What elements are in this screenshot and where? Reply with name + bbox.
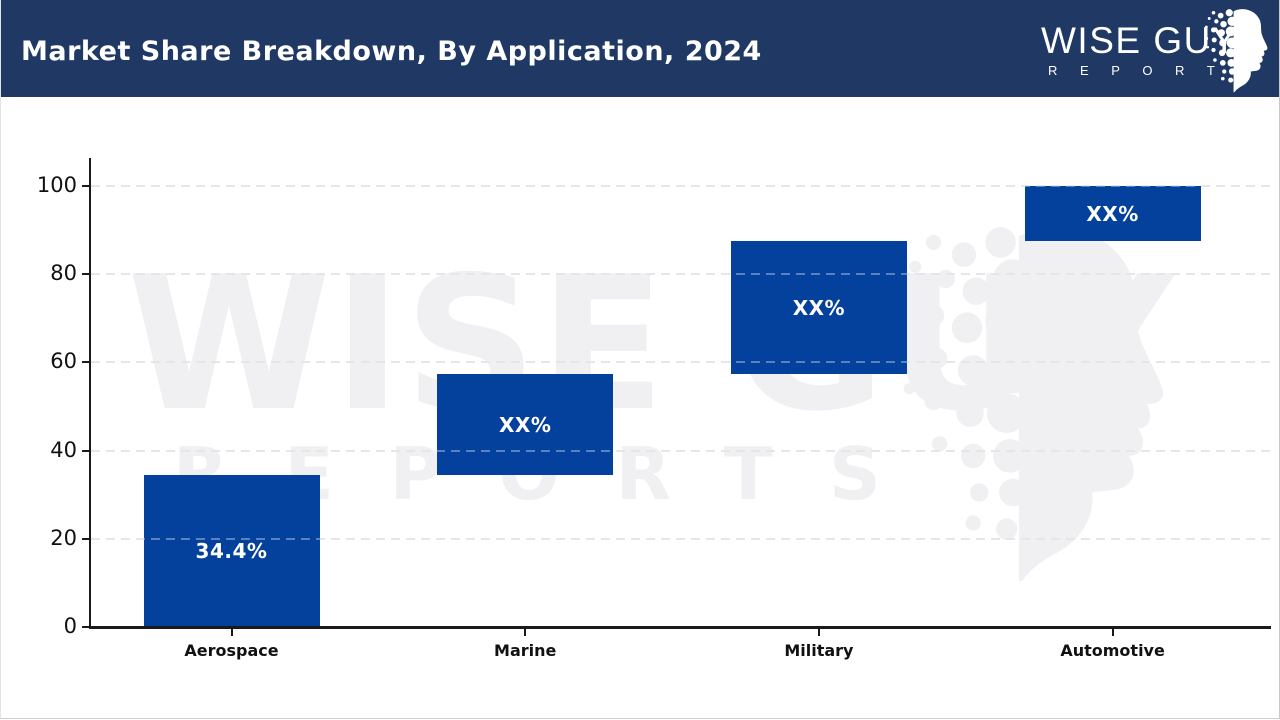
y-tick-mark [82,185,89,187]
bar-automotive: XX% [1024,186,1201,242]
y-tick-mark [82,626,89,628]
x-tick-mark [524,629,527,636]
gridline-overlay [91,537,1271,540]
gridline-overlay [91,273,1271,276]
y-tick-label: 20 [50,525,77,550]
y-tick-label: 40 [50,437,77,462]
brand-logo-text: WISE GUY R E P O R T S [1041,20,1255,78]
y-tick-label: 0 [63,614,77,638]
page-title: Market Share Breakdown, By Application, … [21,36,762,67]
bar-value-label: XX% [1086,201,1139,226]
gridline [91,273,1271,276]
bar-value-label: 34.4% [195,539,268,564]
y-axis-line [89,158,91,628]
x-tick-mark [817,629,820,636]
gridline [91,185,1271,187]
x-category-label: Aerospace [184,641,279,660]
y-tick-mark [82,273,89,276]
x-category-label: Automotive [1060,641,1165,660]
bar-aerospace: 34.4% [143,475,320,627]
gridline-overlay [91,449,1271,452]
y-tick-label: 100 [36,173,77,197]
y-tick-mark [82,537,89,540]
bar-marine: XX% [437,374,614,476]
gridline-overlay [91,361,1271,364]
y-tick-mark [82,449,89,452]
gridline [91,449,1271,452]
watermark-face-graphic [895,227,1164,581]
brand-face-icon [1204,9,1268,93]
brand-name: WISE GUY [1041,20,1239,61]
x-category-label: Military [784,641,854,660]
brand-subname: R E P O R T S [1048,62,1256,78]
bar-value-label: XX% [792,295,846,320]
header-band: Market Share Breakdown, By Application, … [1,0,1279,97]
y-tick-label: 80 [50,261,77,286]
x-tick-mark [1111,629,1114,636]
x-axis-line [89,626,1271,629]
y-tick-mark [82,361,89,364]
gridline-overlay [91,185,1271,187]
gridline [91,537,1271,540]
gridline [91,361,1271,364]
bar-value-label: XX% [498,412,552,437]
y-tick-label: 60 [50,349,77,374]
bar-military: XX% [730,241,907,375]
x-category-label: Marine [494,641,557,660]
x-tick-mark [230,629,233,636]
